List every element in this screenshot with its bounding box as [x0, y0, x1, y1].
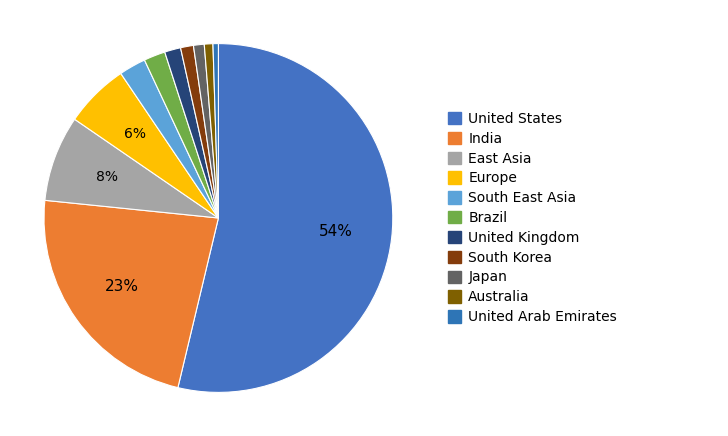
Wedge shape	[213, 44, 218, 218]
Text: 54%: 54%	[320, 225, 353, 239]
Wedge shape	[144, 52, 218, 218]
Text: 6%: 6%	[124, 127, 146, 141]
Legend: United States, India, East Asia, Europe, South East Asia, Brazil, United Kingdom: United States, India, East Asia, Europe,…	[443, 108, 621, 328]
Wedge shape	[75, 74, 218, 218]
Wedge shape	[205, 44, 218, 218]
Wedge shape	[121, 60, 218, 218]
Wedge shape	[178, 44, 393, 392]
Wedge shape	[181, 45, 218, 218]
Text: 8%: 8%	[96, 170, 118, 184]
Wedge shape	[44, 200, 218, 388]
Wedge shape	[194, 44, 218, 218]
Wedge shape	[165, 48, 218, 218]
Wedge shape	[45, 119, 218, 218]
Text: 23%: 23%	[105, 279, 139, 294]
